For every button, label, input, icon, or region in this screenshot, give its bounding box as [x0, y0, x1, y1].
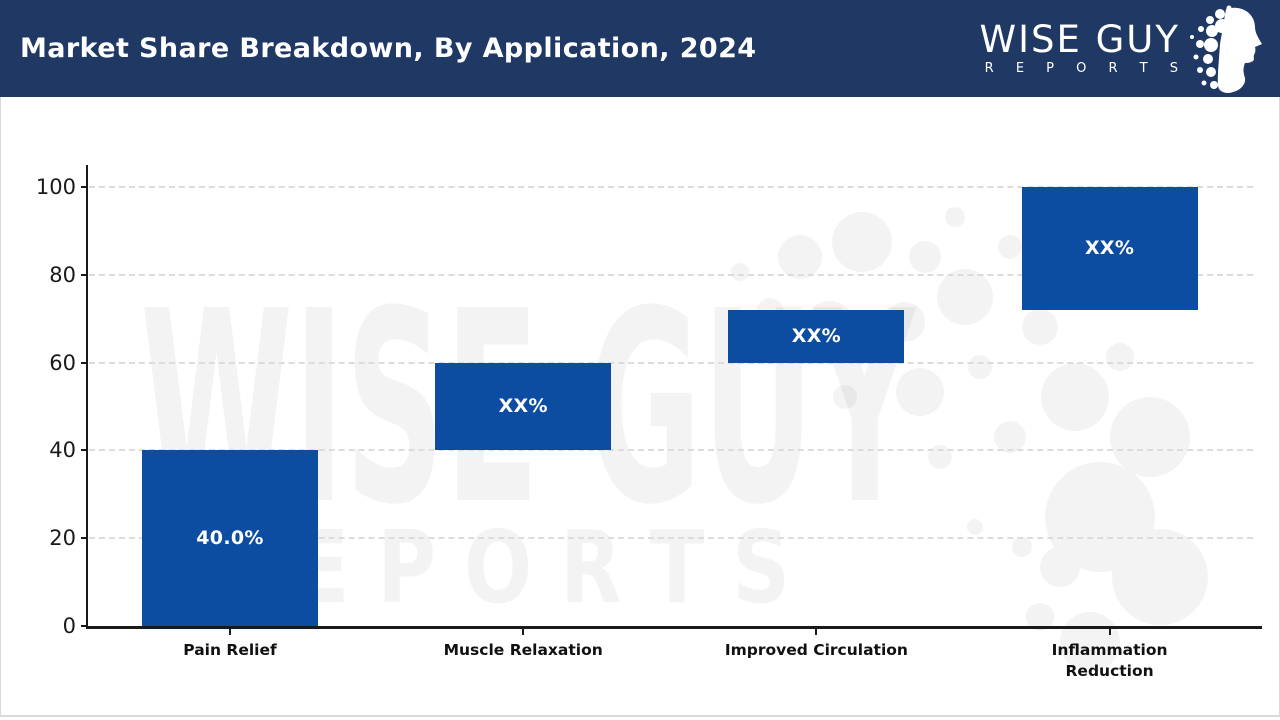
x-category-label: Inflammation Reduction: [1051, 641, 1168, 680]
y-axis-spine: [86, 165, 88, 628]
y-tick-0: [81, 625, 88, 627]
logo-text: WISE GUY R E P O R T S: [980, 21, 1180, 76]
x-category-label: Improved Circulation: [724, 641, 908, 659]
y-tick-label-0: 0: [62, 614, 76, 638]
gridline-40: [89, 449, 1253, 452]
y-tick-label-100: 100: [35, 175, 76, 199]
header-band: Market Share Breakdown, By Application, …: [0, 0, 1280, 97]
bar-value-label: 40.0%: [196, 527, 264, 550]
y-tick-100: [81, 186, 88, 188]
x-category-label: Muscle Relaxation: [443, 641, 603, 659]
y-tick-label-60: 60: [49, 350, 76, 375]
bar-value-label: XX%: [498, 395, 548, 418]
wise-guy-reports-logo: WISE GUY R E P O R T S: [980, 4, 1280, 94]
bar-muscle-relaxation: XX%: [435, 362, 612, 451]
gridline-60: [89, 361, 1253, 364]
x-tick-3: [1108, 628, 1111, 635]
bar-value-label: XX%: [1084, 237, 1135, 260]
chart-canvas: WISE GUY R E P O R T S 02040608010040.0%…: [0, 97, 1280, 720]
y-tick-20: [81, 537, 88, 540]
y-tick-label-40: 40: [49, 438, 76, 463]
dotted-head-icon: [1190, 5, 1262, 93]
y-tick-label-80: 80: [49, 262, 76, 287]
y-tick-60: [81, 361, 88, 364]
x-tick-2: [815, 628, 818, 635]
y-tick-40: [81, 449, 88, 452]
logo-subtitle: R E P O R T S: [984, 61, 1187, 76]
gridline-100: [89, 186, 1253, 188]
page-title: Market Share Breakdown, By Application, …: [20, 33, 757, 64]
bar-improved-circulation: XX%: [728, 309, 905, 363]
logo-wordmark: WISE GUY: [979, 18, 1180, 61]
y-tick-label-20: 20: [49, 526, 76, 551]
bar-value-label: XX%: [791, 325, 842, 348]
bar-pain-relief: 40.0%: [142, 450, 318, 626]
gridline-80: [89, 273, 1253, 276]
x-tick-0: [229, 628, 231, 635]
bar-inflammation-reduction: XX%: [1021, 187, 1198, 310]
x-axis-spine: [86, 626, 1262, 629]
x-tick-1: [522, 628, 525, 635]
y-tick-80: [81, 273, 88, 276]
gridline-20: [89, 537, 1253, 540]
x-category-label: Pain Relief: [183, 641, 277, 659]
